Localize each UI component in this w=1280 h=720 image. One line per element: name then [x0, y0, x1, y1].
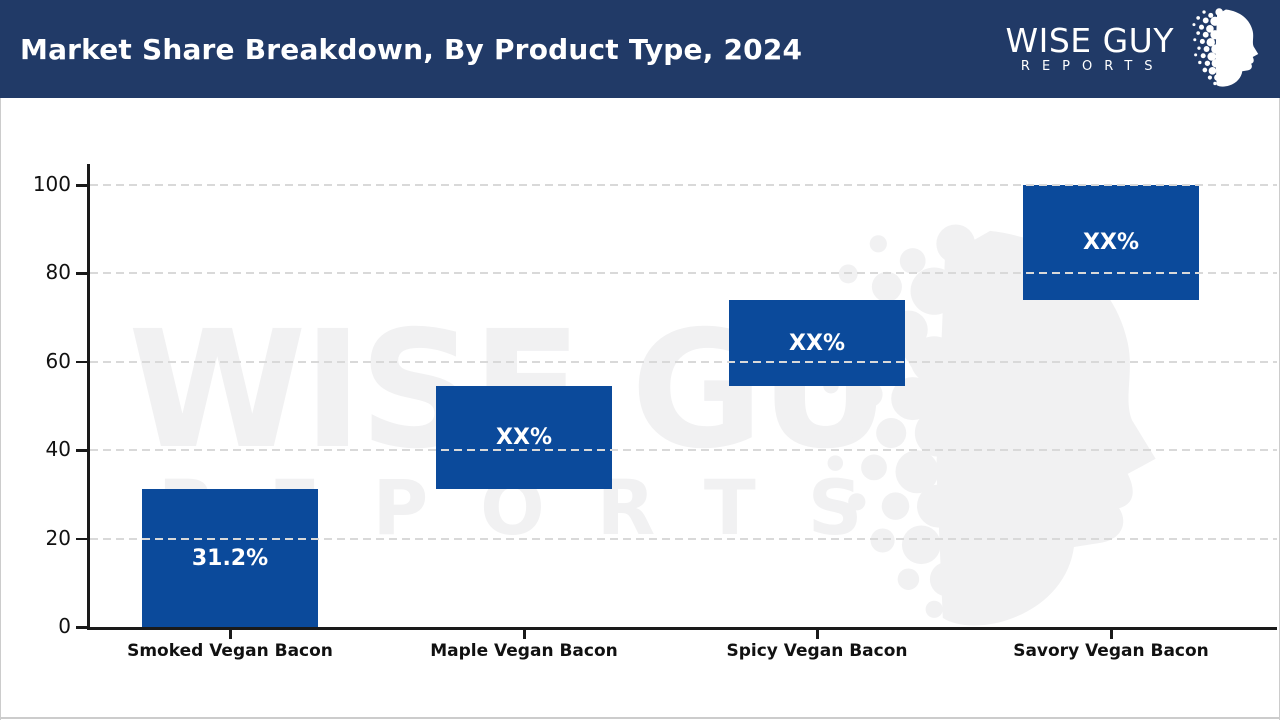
y-axis-tick-label: 40: [45, 437, 71, 462]
gridline: [90, 184, 1277, 186]
y-axis-tick: [76, 184, 89, 187]
x-axis-category-label: Spicy Vegan Bacon: [726, 641, 908, 661]
y-axis-tick-label: 0: [58, 614, 71, 638]
y-axis-spine: [86, 164, 90, 630]
x-axis-category-label: Savory Vegan Bacon: [1013, 641, 1209, 661]
page-title: Market Share Breakdown, By Product Type,…: [20, 32, 803, 66]
bar-value-label: XX%: [1083, 229, 1139, 255]
brand-logo-name: WISE GUY: [1005, 20, 1174, 60]
x-axis-spine: [86, 627, 1277, 630]
y-axis-tick: [76, 537, 89, 541]
page-border-bottom: [0, 717, 1280, 719]
brand-logo-sub: REPORTS: [1020, 59, 1165, 75]
chart-area: WISE GUY REPORTS 31.2% XX% XX% XX% 0 20 40 60 80…: [0, 98, 1280, 720]
bar-value-label: 31.2%: [191, 545, 269, 571]
bar-segment: XX%: [436, 386, 612, 490]
y-axis-tick-label: 100: [32, 172, 71, 196]
page-border-right: [1278, 98, 1280, 720]
header: Market Share Breakdown, By Product Type,…: [0, 0, 1280, 98]
bar-segment: 31.2%: [142, 489, 318, 627]
x-axis-category-label: Maple Vegan Bacon: [430, 641, 618, 661]
y-axis-tick: [76, 272, 89, 275]
bar-segment: XX%: [729, 299, 905, 387]
y-axis-tick-label: 80: [45, 260, 71, 285]
y-axis-tick: [76, 449, 89, 452]
bar-segment: XX%: [1023, 185, 1199, 300]
gridline: [90, 537, 1277, 540]
bar-value-label: XX%: [789, 330, 845, 356]
brand-logo: WISE GUY REPORTS: [1005, 7, 1262, 91]
x-axis-tick: [816, 630, 819, 639]
gridline: [90, 449, 1277, 452]
y-axis-tick-label: 20: [45, 525, 71, 550]
gridline: [90, 360, 1277, 363]
y-axis-tick: [76, 626, 89, 629]
brand-head-icon: [1192, 8, 1259, 87]
x-axis-tick: [229, 630, 232, 639]
gridline: [90, 272, 1277, 275]
y-axis-tick-label: 60: [45, 348, 71, 373]
page-border-left: [0, 98, 1, 720]
bar-value-label: XX%: [496, 425, 552, 451]
brand-logo-text: WISE GUY REPORTS: [1005, 20, 1174, 75]
y-axis-tick: [76, 360, 89, 364]
x-axis-category-label: Smoked Vegan Bacon: [127, 641, 333, 661]
x-axis-tick: [1110, 630, 1113, 639]
x-axis-tick: [523, 630, 526, 639]
